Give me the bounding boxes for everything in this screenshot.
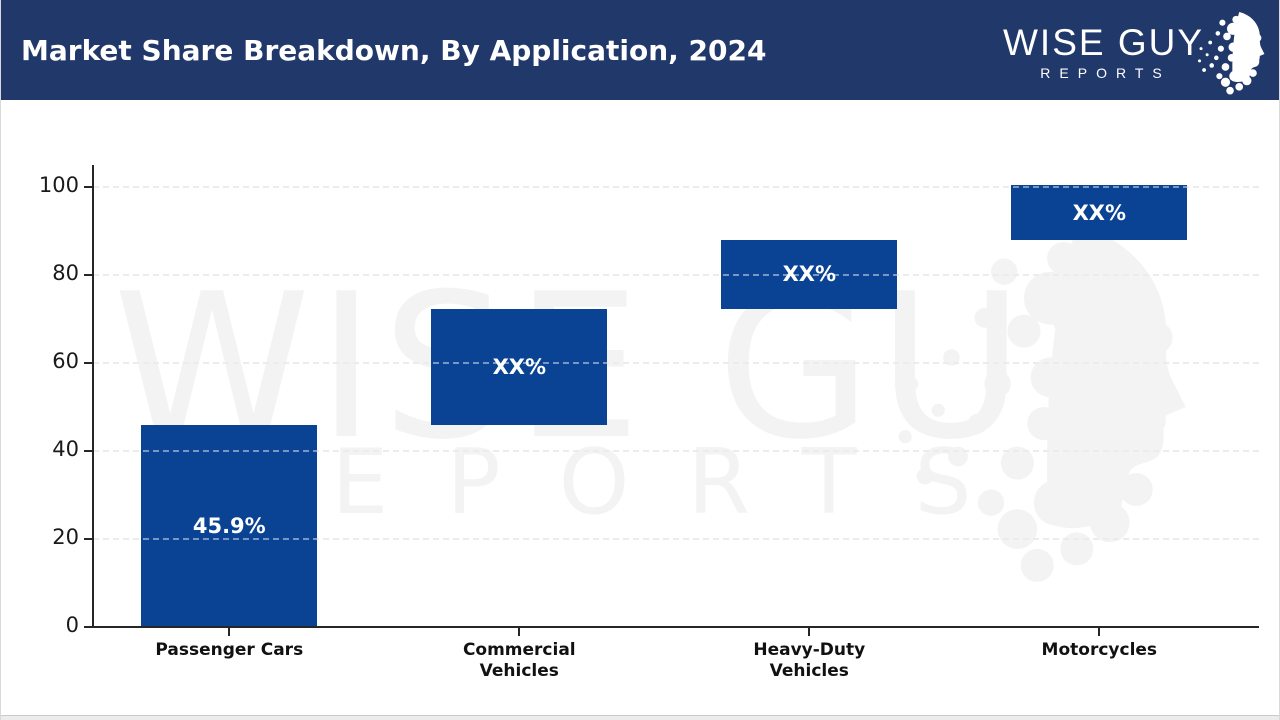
y-tick-label: 0 bbox=[65, 613, 79, 637]
brand-head-icon bbox=[1185, 12, 1269, 96]
y-tick-label: 60 bbox=[52, 349, 79, 373]
gridline-100 bbox=[93, 186, 1259, 188]
y-tick-label: 80 bbox=[52, 261, 79, 285]
y-tick-mark bbox=[84, 538, 92, 540]
y-tick-mark bbox=[84, 450, 92, 452]
x-category-label: Passenger Cars bbox=[109, 640, 349, 661]
gridline-overlay-60 bbox=[93, 362, 1259, 364]
y-tick-mark bbox=[84, 186, 92, 188]
watermark-head-icon bbox=[859, 222, 1189, 592]
gridline-overlay-20 bbox=[93, 538, 1259, 540]
x-category-label-line: Vehicles bbox=[769, 660, 849, 681]
brand-name: WISE GUY bbox=[1003, 22, 1205, 63]
gridline-20 bbox=[93, 538, 1259, 540]
bar-value-label: XX% bbox=[492, 354, 547, 379]
bar-commercial-vehicles: XX% bbox=[431, 308, 608, 426]
x-tick-mark bbox=[228, 628, 231, 636]
brand-logo: WISE GUY REPORTS bbox=[1003, 8, 1263, 94]
gridline-overlay-80 bbox=[93, 274, 1259, 276]
bar-motorcycles: XX% bbox=[1011, 185, 1188, 240]
bar-heavy-duty-vehicles: XX% bbox=[721, 239, 898, 309]
y-tick-label: 100 bbox=[38, 173, 79, 197]
brand-subname: REPORTS bbox=[1040, 65, 1171, 81]
gridline-60 bbox=[93, 362, 1259, 364]
y-tick-mark bbox=[84, 362, 92, 364]
x-tick-mark bbox=[518, 628, 521, 636]
x-category-label-line: Motorcycles bbox=[1041, 640, 1158, 660]
x-category-label-line: Heavy-Duty bbox=[753, 640, 866, 660]
footer-strip bbox=[1, 715, 1279, 720]
x-axis-line bbox=[92, 626, 1259, 628]
x-category-label-line: Commercial bbox=[462, 640, 576, 660]
header-banner: Market Share Breakdown, By Application, … bbox=[1, 0, 1279, 100]
bar-value-label: XX% bbox=[782, 262, 837, 287]
page-title: Market Share Breakdown, By Application, … bbox=[21, 34, 767, 67]
y-tick-mark bbox=[84, 274, 92, 276]
gridline-40 bbox=[93, 450, 1259, 452]
x-category-label-line: Vehicles bbox=[479, 660, 559, 681]
bar-value-label: 45.9% bbox=[192, 514, 266, 538]
x-category-label: Heavy-Duty Vehicles bbox=[689, 640, 929, 681]
gridline-overlay-100 bbox=[93, 186, 1259, 188]
x-category-label: Commercial Vehicles bbox=[399, 640, 639, 681]
gridline-overlay-40 bbox=[93, 450, 1259, 452]
x-tick-mark bbox=[808, 628, 811, 636]
y-axis-line bbox=[92, 165, 94, 628]
x-category-label: Motorcycles bbox=[979, 640, 1219, 661]
x-tick-mark bbox=[1098, 628, 1101, 636]
y-tick-label: 40 bbox=[52, 437, 79, 461]
bar-value-label: XX% bbox=[1072, 200, 1127, 225]
x-category-label-line: Passenger Cars bbox=[155, 640, 304, 660]
brand-logo-text: WISE GUY REPORTS bbox=[1003, 24, 1204, 81]
y-tick-label: 20 bbox=[52, 525, 79, 549]
y-tick-mark bbox=[84, 626, 92, 628]
gridline-80 bbox=[93, 274, 1259, 276]
bar-passenger-cars: 45.9% bbox=[141, 425, 318, 627]
